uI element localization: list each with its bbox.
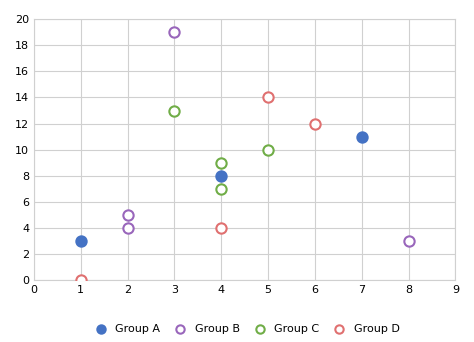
Point [405, 238, 412, 244]
Point [77, 278, 84, 283]
Point [218, 186, 225, 192]
Point [124, 212, 131, 218]
Point [358, 134, 365, 140]
Point [124, 225, 131, 231]
Point [218, 225, 225, 231]
Point [264, 95, 272, 100]
Point [171, 108, 178, 113]
Point [77, 238, 84, 244]
Point [171, 29, 178, 35]
Point [218, 173, 225, 179]
Point [264, 147, 272, 153]
Point [218, 160, 225, 166]
Point [311, 121, 319, 126]
Legend: Group A, Group B, Group C, Group D: Group A, Group B, Group C, Group D [85, 320, 404, 339]
